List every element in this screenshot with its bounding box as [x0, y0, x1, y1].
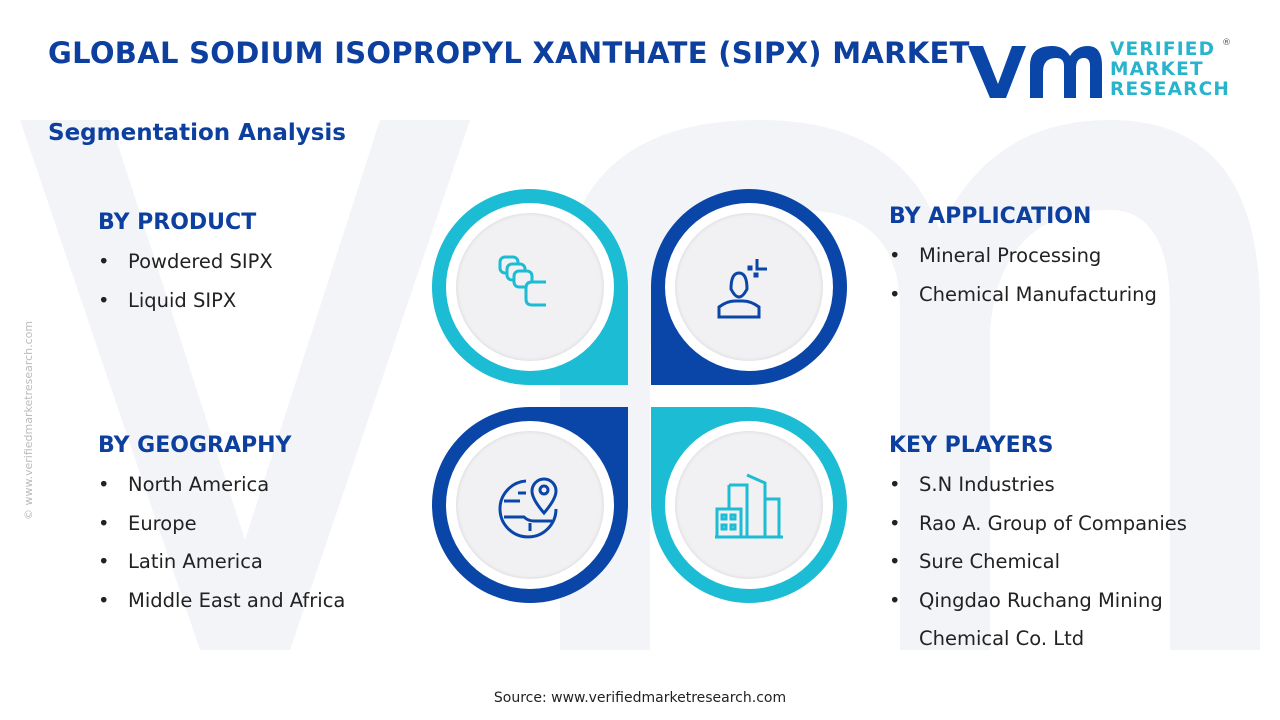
section-by-geography: BY GEOGRAPHY • North America • Europe • Latin… [98, 433, 345, 620]
list-item: • North America [98, 473, 270, 496]
section-heading: BY PRODUCT [98, 210, 257, 235]
layers-icon [498, 255, 546, 307]
section-heading: BY APPLICATION [889, 204, 1092, 229]
section-by-application: BY APPLICATION • Mineral Processing • Chemi… [889, 204, 1157, 314]
globe-pin-icon [498, 477, 558, 539]
section-key-players: KEY PLAYERS • S.N Industries • Rao A. Group… [889, 433, 1209, 659]
list-item: • Middle East and Africa [98, 588, 346, 612]
list-item: • Powdered SIPX [98, 250, 273, 273]
watermark-logo [20, 120, 1260, 650]
source-text: Source: www.verifiedmarketresearch.com [493, 690, 787, 706]
side-watermark-text: © www.verifiedmarketresearch.com [22, 320, 35, 520]
list-item: • Europe [98, 511, 197, 535]
page-title: GLOBAL SODIUM ISOPROPYL XANTHATE (SIPX) … [48, 36, 970, 70]
registered-mark: ® [1222, 38, 1231, 48]
list-item: • Chemical Manufacturing [889, 282, 1157, 306]
product-drop [432, 189, 628, 385]
players-drop [651, 407, 847, 603]
application-drop [651, 189, 847, 385]
user-icon [717, 259, 767, 319]
buildings-icon [715, 473, 783, 539]
list-item: • Mineral Processing [889, 244, 1102, 267]
vmr-logo [968, 46, 1102, 98]
section-heading: BY GEOGRAPHY [98, 433, 292, 458]
logo-text: VERIFIED MARKET RESEARCH [1110, 39, 1231, 100]
list-item: • Sure Chemical [889, 550, 1060, 573]
section-by-product: BY PRODUCT • Powdered SIPX • Liquid SIPX [98, 210, 273, 320]
list-item: • Rao A. Group of Companies [889, 511, 1187, 535]
section-heading: KEY PLAYERS [889, 433, 1054, 458]
list-item: • Liquid SIPX [98, 288, 237, 312]
list-item: • Qingdao Ruchang Mining Chemical Co. Ltd [889, 588, 1163, 651]
list-item: • Latin America [98, 550, 263, 573]
page-subtitle: Segmentation Analysis [48, 120, 346, 146]
geography-drop [432, 407, 628, 603]
list-item: • S.N Industries [889, 473, 1055, 496]
